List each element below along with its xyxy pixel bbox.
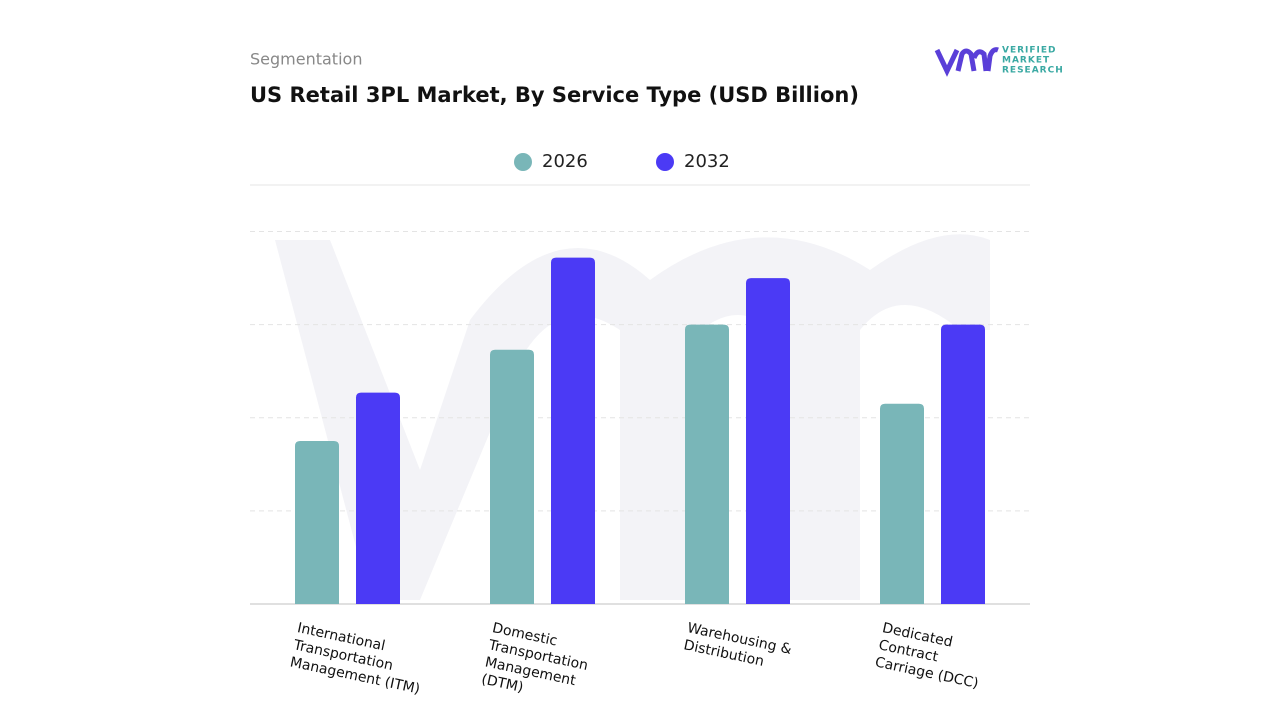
legend-swatch	[656, 153, 674, 171]
logo-text: RESEARCH	[1002, 66, 1064, 76]
logo-text: MARKET	[1002, 56, 1050, 66]
logo-mark	[934, 47, 999, 77]
bar	[490, 349, 534, 604]
subtitle: Segmentation	[250, 50, 362, 69]
legend-swatch	[514, 153, 532, 171]
bar	[746, 278, 790, 604]
bar	[551, 257, 595, 604]
x-tick-label: InternationalTransportationManagement (I…	[288, 620, 429, 698]
bar	[356, 392, 400, 604]
logo: VERIFIED MARKET RESEARCH	[934, 46, 1064, 77]
bar	[880, 403, 924, 604]
legend-label: 2032	[684, 151, 730, 172]
bar	[295, 441, 339, 604]
chart-title: US Retail 3PL Market, By Service Type (U…	[250, 83, 859, 107]
legend-label: 2026	[542, 151, 588, 172]
bar	[941, 324, 985, 604]
logo-text: VERIFIED	[1002, 46, 1057, 56]
watermark	[275, 234, 990, 600]
x-tick-label: DomesticTransportationManagement(DTM)	[479, 620, 593, 708]
x-tick-label: DedicatedContractCarriage (DCC)	[874, 620, 988, 692]
bar	[685, 324, 729, 604]
x-tick-label: Warehousing &Distribution	[682, 620, 793, 675]
